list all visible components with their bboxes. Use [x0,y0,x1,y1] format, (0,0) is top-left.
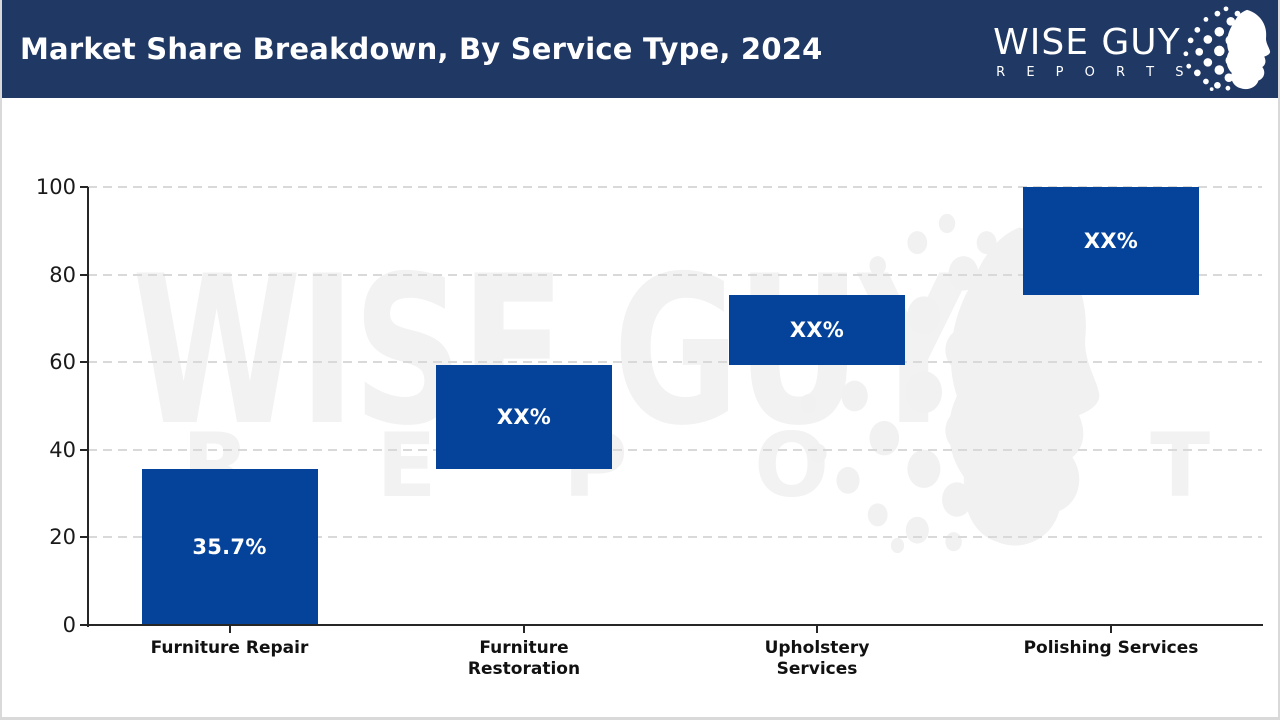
gridline [88,186,1262,188]
x-category-label: Upholstery Services [764,638,870,679]
logo-face-icon [1183,6,1271,92]
y-tick-label: 100 [35,175,76,199]
gridline [88,448,1262,451]
y-tick-label: 40 [49,437,76,462]
bar: XX% [436,364,612,469]
logo-wordmark: WISE GUY [993,21,1181,63]
logo-text: WISE GUY R E P O R T S [993,21,1192,80]
y-tick-label: 80 [49,262,76,287]
y-tick-mark [80,448,88,451]
y-tick-label: 0 [62,613,76,637]
x-tick-mark [1110,625,1112,633]
y-tick-mark [80,624,88,626]
bar-value-label: 35.7% [192,534,267,559]
brand-logo: WISE GUY R E P O R T S [993,6,1274,92]
bar: XX% [1023,187,1199,296]
x-axis-line [87,624,1263,626]
y-tick-mark [80,536,88,539]
header: Market Share Breakdown, By Service Type,… [0,0,1280,98]
gridline [88,361,1262,364]
y-tick-label: 20 [49,525,76,550]
x-category-label: Furniture Restoration [467,638,581,679]
page-title: Market Share Breakdown, By Service Type,… [20,32,823,66]
bar-value-label: XX% [496,404,552,429]
y-tick-label: 60 [49,350,76,375]
bar-value-label: XX% [1083,229,1139,254]
x-tick-mark [228,625,231,633]
bar: 35.7% [141,468,318,625]
x-category-label: Furniture Repair [150,638,309,658]
gridline [88,536,1262,539]
y-tick-mark [80,273,88,276]
x-tick-mark [816,625,818,633]
y-tick-mark [80,361,88,364]
bar-value-label: XX% [789,317,845,342]
gridline [88,273,1262,276]
y-axis-line [87,187,89,627]
y-tick-mark [80,186,88,188]
x-tick-mark [523,625,525,633]
bar: XX% [729,295,905,365]
logo-subtext: R E P O R T S [996,64,1192,80]
x-category-label: Polishing Services [1023,638,1199,658]
